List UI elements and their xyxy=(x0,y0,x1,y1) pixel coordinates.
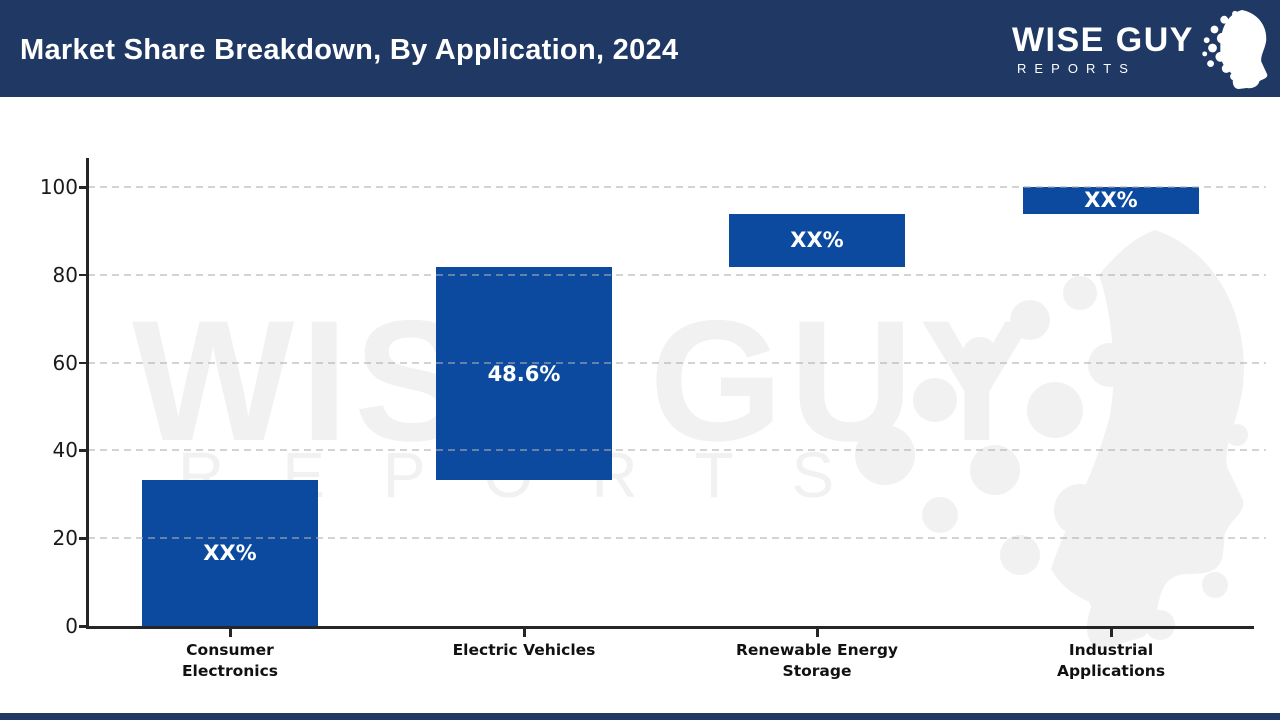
y-axis-tickmark xyxy=(79,273,87,277)
logo-subtext: REPORTS xyxy=(1016,61,1136,76)
y-axis-tickmark xyxy=(79,625,87,628)
y-axis-tickmark xyxy=(79,537,87,540)
bar-electric-vehicles: 48.6% xyxy=(436,266,612,481)
header: Market Share Breakdown, By Application, … xyxy=(0,0,1280,97)
x-axis-tickmark xyxy=(816,629,819,637)
x-axis-tickmark xyxy=(523,629,526,637)
y-axis-tick-label: 40 xyxy=(52,438,78,463)
y-axis-line xyxy=(86,158,89,629)
logo-text: WISE GUY REPORTS xyxy=(1012,22,1194,76)
logo-face-icon xyxy=(1202,9,1268,90)
gridline-100 xyxy=(88,186,1266,188)
bar-value-label: XX% xyxy=(790,228,844,253)
footer-bar xyxy=(0,713,1280,720)
x-axis-category-label: Electric Vehicles xyxy=(452,641,596,659)
x-axis-tickmark xyxy=(1110,629,1113,637)
y-axis-tick-label: 20 xyxy=(52,526,78,551)
gridline-80 xyxy=(88,273,1266,276)
bar-value-label: XX% xyxy=(203,541,257,566)
logo-wordmark: WISE GUY xyxy=(1011,21,1194,59)
bar-value-label: XX% xyxy=(1084,188,1138,213)
y-axis-tick-label: 80 xyxy=(52,262,78,287)
x-axis-category-label: Renewable Energy Storage xyxy=(735,641,899,680)
y-axis-tickmark xyxy=(79,361,87,365)
gridline-60 xyxy=(88,361,1266,364)
x-axis-category-label: Industrial Applications xyxy=(1056,641,1166,680)
bar-value-label: 48.6% xyxy=(487,361,561,386)
y-axis-tick-label: 0 xyxy=(65,614,78,638)
gridline-20 xyxy=(88,537,1266,540)
page-title: Market Share Breakdown, By Application, … xyxy=(20,34,679,66)
y-axis-tick-label: 60 xyxy=(52,350,78,375)
bar-renewable-energy-storage: XX% xyxy=(729,213,905,267)
gridline-40 xyxy=(88,449,1266,452)
y-axis-tickmark xyxy=(79,186,87,189)
bar-industrial-applications: XX% xyxy=(1023,187,1199,214)
x-axis-tickmark xyxy=(229,629,232,637)
y-axis-tick-label: 100 xyxy=(39,175,78,199)
wiseguy-logo: WISE GUY REPORTS xyxy=(1012,8,1270,90)
x-axis-line xyxy=(86,626,1254,629)
bar-consumer-electronics: XX% xyxy=(142,480,318,626)
chart-area: WISE GUY REPORTS 020406080100XX%48.6%XX%… xyxy=(0,97,1280,713)
x-axis-category-label: Consumer Electronics xyxy=(181,641,279,680)
y-axis-tickmark xyxy=(79,449,87,452)
